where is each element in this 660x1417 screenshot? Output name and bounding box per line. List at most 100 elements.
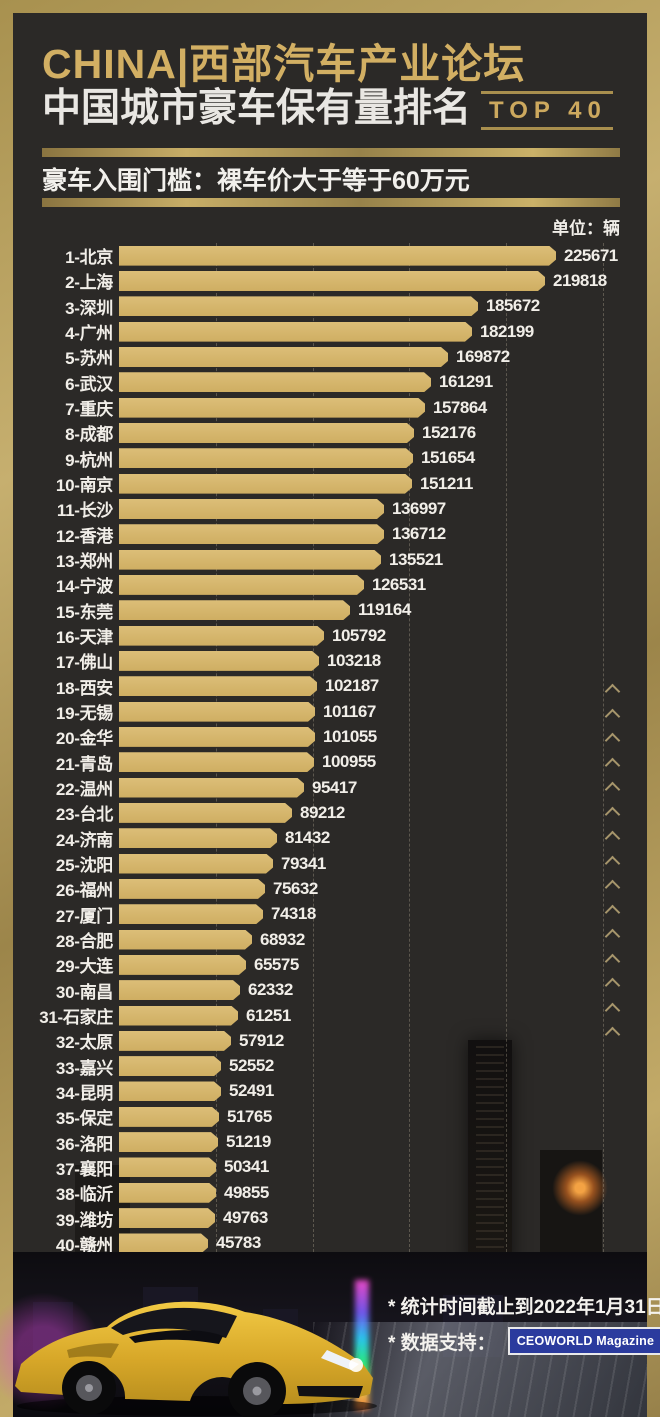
bar [119, 1056, 221, 1076]
chart-row: 15-东莞 119164 [13, 598, 647, 623]
category-label: 34-昆明 [55, 1083, 113, 1103]
gridline [409, 243, 411, 1257]
bar [119, 347, 448, 367]
chart-row: 23-台北 89212 [13, 800, 647, 825]
category-label: 30-南昌 [55, 982, 113, 1002]
chart-row: 13-郑州 135521 [13, 547, 647, 572]
category-label: 15-东莞 [55, 602, 113, 622]
bar [119, 499, 384, 519]
chart-row: 31-石家庄 61251 [13, 1003, 647, 1028]
chart-row: 28-合肥 68932 [13, 927, 647, 952]
page-subtitle-row: 中国城市豪车保有量排名 TOP 40 [42, 87, 613, 131]
bar [119, 1031, 231, 1051]
category-label: 24-济南 [55, 830, 113, 850]
chart-row: 25-沈阳 79341 [13, 851, 647, 876]
category-label: 20-金华 [55, 729, 113, 749]
value-label: 62332 [248, 980, 293, 1000]
value-label: 81432 [285, 828, 330, 848]
chevron-up-icon [604, 953, 620, 969]
bar [119, 1233, 208, 1253]
value-label: 101167 [323, 701, 376, 721]
footnote-source-row: * 数据支持： CEOWORLD Magazine [388, 1327, 660, 1355]
chart-row: 14-宁波 126531 [13, 572, 647, 597]
bar [119, 727, 315, 747]
category-label: 12-香港 [55, 526, 113, 546]
value-label: 185672 [486, 296, 540, 316]
chart-row: 11-长沙 136997 [13, 496, 647, 521]
bar [119, 1081, 221, 1101]
sports-car-image [15, 1301, 377, 1417]
chart-row: 24-济南 81432 [13, 826, 647, 851]
gridline [603, 243, 604, 1257]
chevron-up-icon [604, 904, 620, 920]
unit-label: 单位：辆 [552, 219, 620, 238]
chart-row: 21-青岛 100955 [13, 750, 647, 775]
bar [119, 778, 304, 798]
value-label: 65575 [254, 954, 299, 974]
value-label: 45783 [216, 1233, 261, 1253]
bar [119, 246, 556, 266]
category-label: 38-临沂 [55, 1185, 113, 1205]
chart-row: 39-潍坊 49763 [13, 1205, 647, 1230]
category-label: 17-佛山 [55, 653, 113, 673]
value-label: 51219 [226, 1132, 271, 1152]
category-label: 3-深圳 [65, 298, 113, 318]
chart-row: 22-温州 95417 [13, 775, 647, 800]
chart-row: 35-保定 51765 [13, 1104, 647, 1129]
value-label: 169872 [456, 346, 510, 366]
value-label: 74318 [271, 904, 316, 924]
value-label: 157864 [433, 397, 487, 417]
category-label: 39-潍坊 [55, 1210, 113, 1230]
category-label: 18-西安 [55, 678, 113, 698]
value-label: 102187 [325, 676, 379, 696]
value-label: 126531 [372, 574, 426, 594]
chart-row: 9-杭州 151654 [13, 446, 647, 471]
chart-row: 34-昆明 52491 [13, 1079, 647, 1104]
chevron-up-icon [604, 879, 620, 896]
chevron-up-icon [604, 781, 620, 798]
bar [119, 474, 412, 494]
bar [119, 1157, 216, 1177]
category-label: 21-青岛 [55, 754, 113, 774]
category-label: 35-保定 [55, 1109, 113, 1129]
category-label: 1-北京 [65, 248, 113, 268]
bar [119, 398, 425, 418]
top40-badge: TOP 40 [481, 90, 613, 130]
chevron-up-icon [604, 732, 620, 749]
chart-row: 29-大连 65575 [13, 952, 647, 977]
bar [119, 1208, 215, 1228]
gold-divider [42, 148, 620, 157]
category-label: 22-温州 [55, 780, 113, 800]
chart-row: 16-天津 105792 [13, 623, 647, 648]
value-label: 95417 [312, 777, 357, 797]
category-label: 23-台北 [55, 805, 113, 825]
bar [119, 1183, 216, 1203]
category-label: 9-杭州 [65, 450, 113, 470]
chart-rows: 1-北京 225671 2-上海 219818 3-深圳 185672 4-广州 182199… [13, 243, 647, 1256]
value-label: 49855 [224, 1182, 269, 1202]
bar [119, 1132, 218, 1152]
chevron-up-icon [604, 928, 620, 945]
chart-row: 26-福州 75632 [13, 876, 647, 901]
category-label: 31-石家庄 [39, 1008, 113, 1027]
bar [119, 1107, 219, 1127]
chart-row: 30-南昌 62332 [13, 978, 647, 1003]
chart-row: 1-北京 225671 [13, 243, 647, 268]
bar [119, 752, 314, 772]
value-label: 51765 [227, 1106, 272, 1126]
bar [119, 854, 273, 874]
bar [119, 575, 364, 595]
value-label: 89212 [300, 802, 345, 822]
category-label: 40-赣州 [55, 1235, 113, 1255]
chevron-up-icon [604, 1026, 620, 1043]
category-label: 33-嘉兴 [55, 1058, 113, 1078]
value-label: 161291 [439, 372, 493, 392]
value-label: 219818 [553, 270, 607, 290]
bar [119, 904, 263, 924]
bar [119, 372, 431, 392]
chevron-up-icon [604, 708, 620, 724]
chart-row: 19-无锡 101167 [13, 699, 647, 724]
bar [119, 296, 478, 316]
chart-row: 7-重庆 157864 [13, 395, 647, 420]
chevron-up-icon [604, 977, 620, 994]
